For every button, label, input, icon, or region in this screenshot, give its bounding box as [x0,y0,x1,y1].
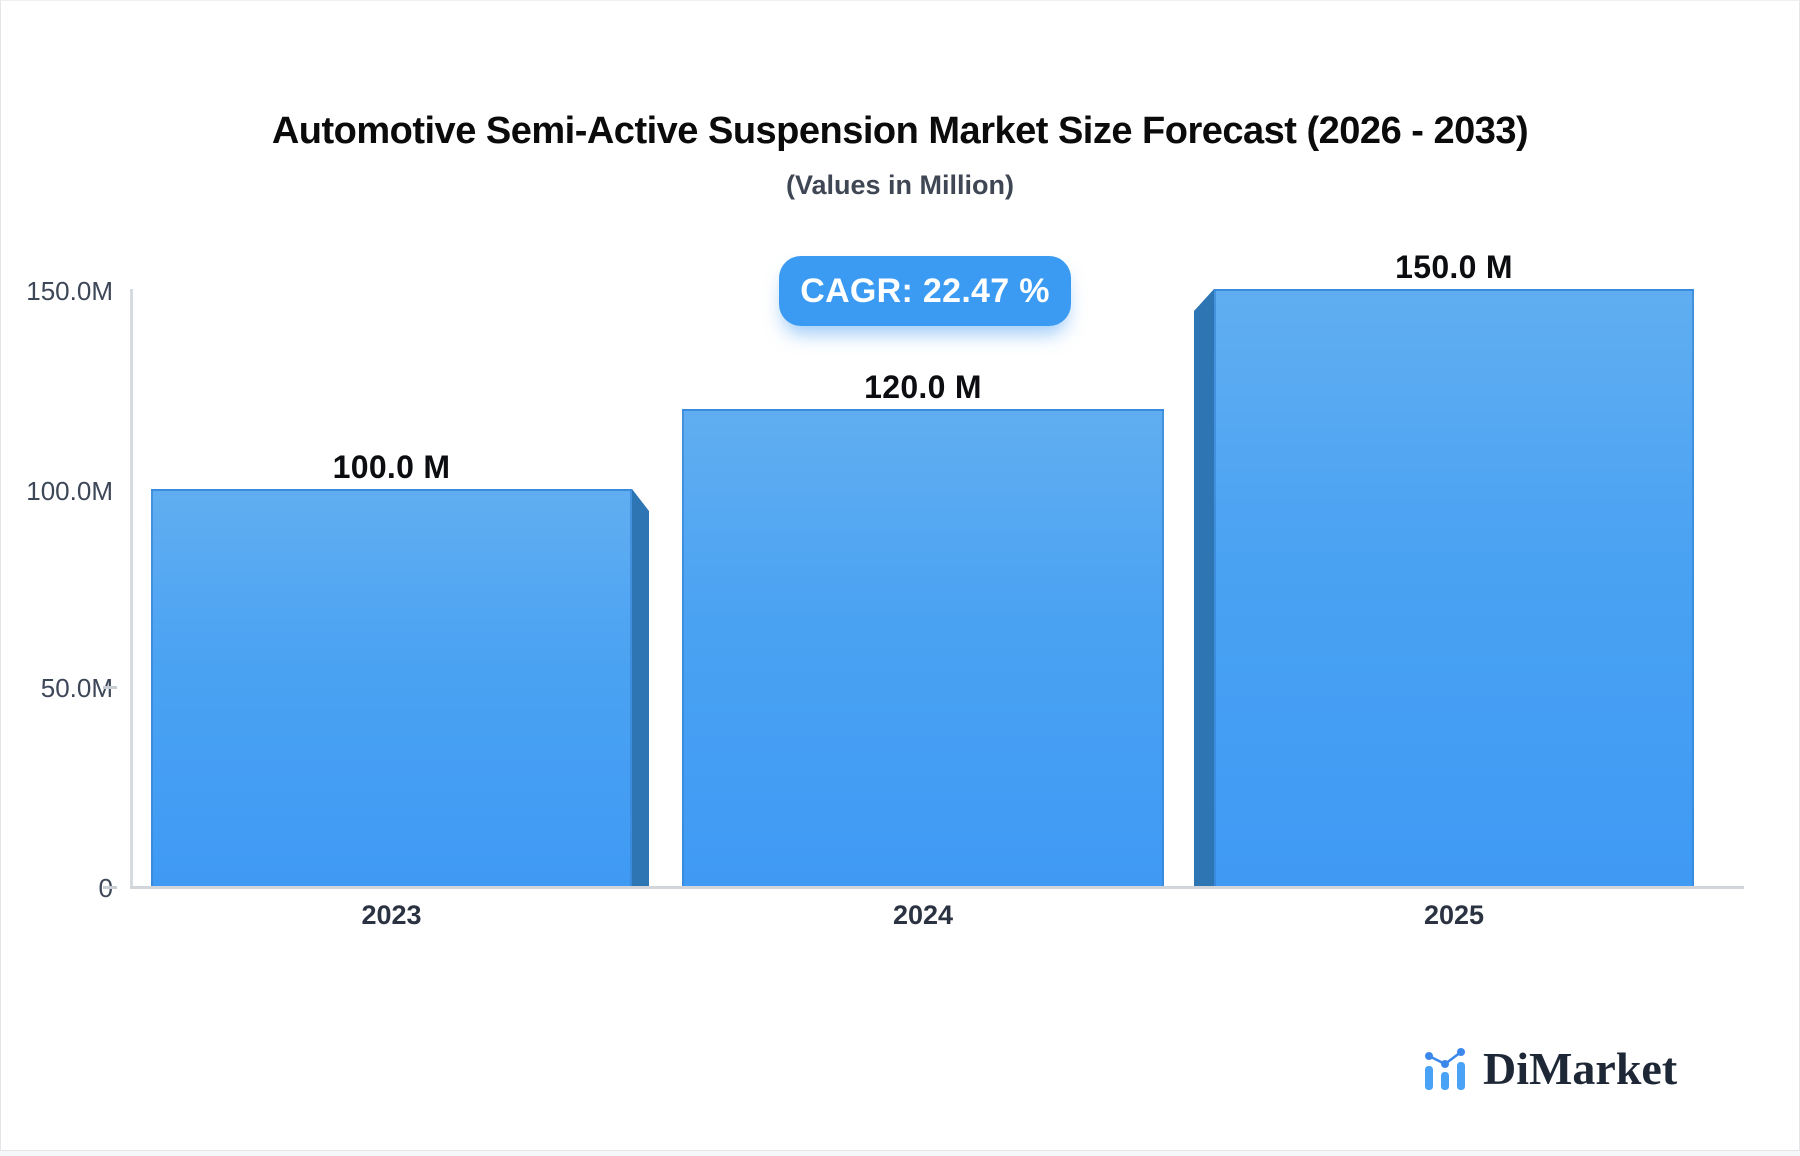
bar-2023 [151,489,632,887]
y-axis-line [130,289,133,889]
bar-value-label-2024: 120.0 M [864,369,982,405]
y-axis-label-100: 100.0M [26,476,113,506]
bar-2025-3d-side [1194,289,1214,887]
x-axis-label-2025: 2025 [1423,900,1485,930]
brand-logo: DiMarket [1421,1041,1677,1097]
brand-name: DiMarket [1483,1043,1678,1094]
y-axis-label-0: 0 [7,872,113,904]
y-axis-label-50: 50.0M [40,673,113,703]
y-axis-label-150: 150.0M [26,276,113,306]
x-axis-label-2023: 2023 [361,900,422,930]
bar-2025 [1214,289,1694,887]
bar-2023-3d-side [632,489,649,887]
x-axis-baseline [130,886,1744,889]
x-axis-label-2024: 2024 [892,900,954,930]
y-axis-tick-50 [103,686,117,689]
bar-value-label-2025: 150.0 M [1395,249,1513,285]
bar-value-label-2023: 100.0 M [332,449,451,485]
dimarket-chart-icon [1425,1048,1465,1090]
chart-title: Automotive Semi-Active Suspension Market… [271,110,1529,152]
bar-2024 [682,409,1164,887]
chart-subtitle: (Values in Million) [785,170,1015,200]
y-axis-tick-0 [103,886,117,889]
cagr-badge-label: CAGR: 22.47 % [800,271,1050,310]
cagr-badge: CAGR: 22.47 % [779,256,1071,326]
